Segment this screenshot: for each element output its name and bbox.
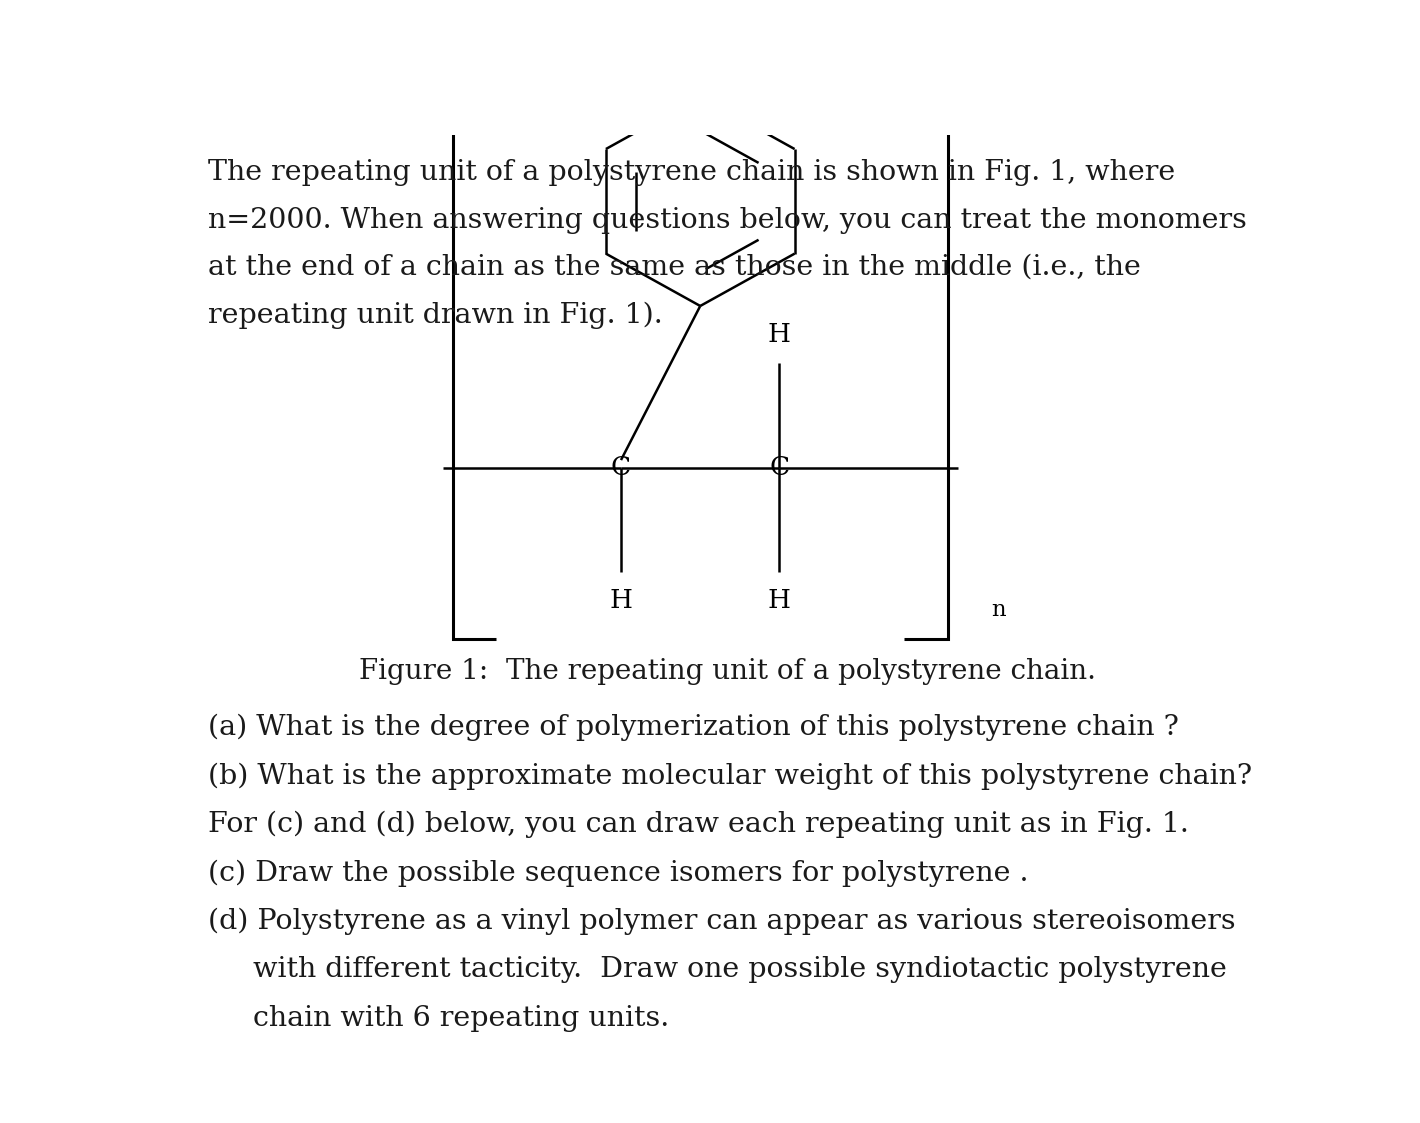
Text: at the end of a chain as the same as those in the middle (i.e., the: at the end of a chain as the same as tho… — [209, 254, 1142, 281]
Text: repeating unit drawn in Fig. 1).: repeating unit drawn in Fig. 1). — [209, 302, 663, 329]
Text: (c) Draw the possible sequence isomers for polystyrene .: (c) Draw the possible sequence isomers f… — [209, 859, 1030, 887]
Text: (d) Polystyrene as a vinyl polymer can appear as various stereoisomers: (d) Polystyrene as a vinyl polymer can a… — [209, 907, 1235, 935]
Text: H: H — [609, 588, 632, 613]
Text: For (c) and (d) below, you can draw each repeating unit as in Fig. 1.: For (c) and (d) below, you can draw each… — [209, 811, 1189, 839]
Text: n=2000. When answering questions below, you can treat the monomers: n=2000. When answering questions below, … — [209, 207, 1247, 234]
Text: with different tacticity.  Draw one possible syndiotactic polystyrene: with different tacticity. Draw one possi… — [209, 957, 1227, 984]
Text: Figure 1:  The repeating unit of a polystyrene chain.: Figure 1: The repeating unit of a polyst… — [359, 658, 1096, 685]
Text: H: H — [768, 588, 791, 613]
Text: C: C — [770, 455, 790, 481]
Text: The repeating unit of a polystyrene chain is shown in Fig. 1, where: The repeating unit of a polystyrene chai… — [209, 159, 1176, 186]
Text: chain with 6 repeating units.: chain with 6 repeating units. — [209, 1005, 670, 1032]
Text: n: n — [991, 600, 1005, 621]
Text: (a) What is the degree of polymerization of this polystyrene chain ?: (a) What is the degree of polymerization… — [209, 714, 1179, 741]
Text: (b) What is the approximate molecular weight of this polystyrene chain?: (b) What is the approximate molecular we… — [209, 763, 1252, 789]
Text: H: H — [768, 322, 791, 347]
Text: C: C — [611, 455, 630, 481]
